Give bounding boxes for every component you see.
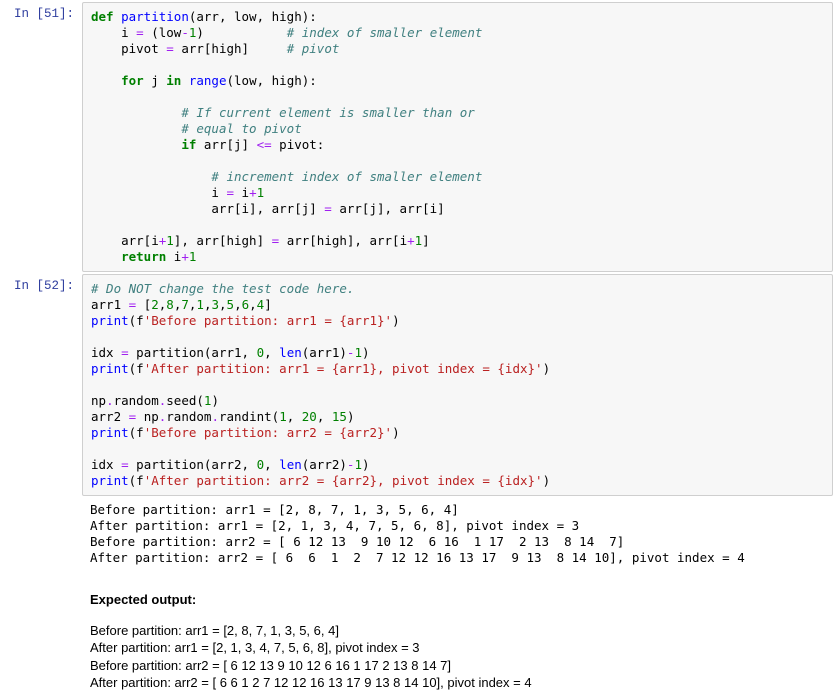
markdown-rendered: Expected output: Before partition: arr1 … bbox=[82, 570, 833, 696]
code-output: Before partition: arr1 = [2, 8, 7, 1, 3,… bbox=[82, 496, 833, 568]
cell-content: def partition(arr, low, high): i = (low-… bbox=[82, 2, 833, 272]
cell-prompt: In [52]: bbox=[0, 274, 82, 568]
expected-output-heading: Expected output: bbox=[90, 592, 196, 607]
markdown-cell: Expected output: Before partition: arr1 … bbox=[0, 570, 833, 696]
expected-output-line: Before partition: arr2 = [ 6 12 13 9 10 … bbox=[90, 657, 825, 675]
code-input[interactable]: # Do NOT change the test code here. arr1… bbox=[82, 274, 833, 496]
cell-content: # Do NOT change the test code here. arr1… bbox=[82, 274, 833, 568]
expected-output-line: After partition: arr2 = [ 6 6 1 2 7 12 1… bbox=[90, 674, 825, 692]
cell-content: Expected output: Before partition: arr1 … bbox=[82, 570, 833, 696]
cell-prompt: In [51]: bbox=[0, 2, 82, 272]
code-cell-52: In [52]: # Do NOT change the test code h… bbox=[0, 274, 833, 568]
code-input[interactable]: def partition(arr, low, high): i = (low-… bbox=[82, 2, 833, 272]
code-cell-51: In [51]: def partition(arr, low, high): … bbox=[0, 2, 833, 272]
expected-output-line: Before partition: arr1 = [2, 8, 7, 1, 3,… bbox=[90, 622, 825, 640]
expected-output-line: After partition: arr1 = [2, 1, 3, 4, 7, … bbox=[90, 639, 825, 657]
cell-prompt-empty bbox=[0, 570, 82, 696]
